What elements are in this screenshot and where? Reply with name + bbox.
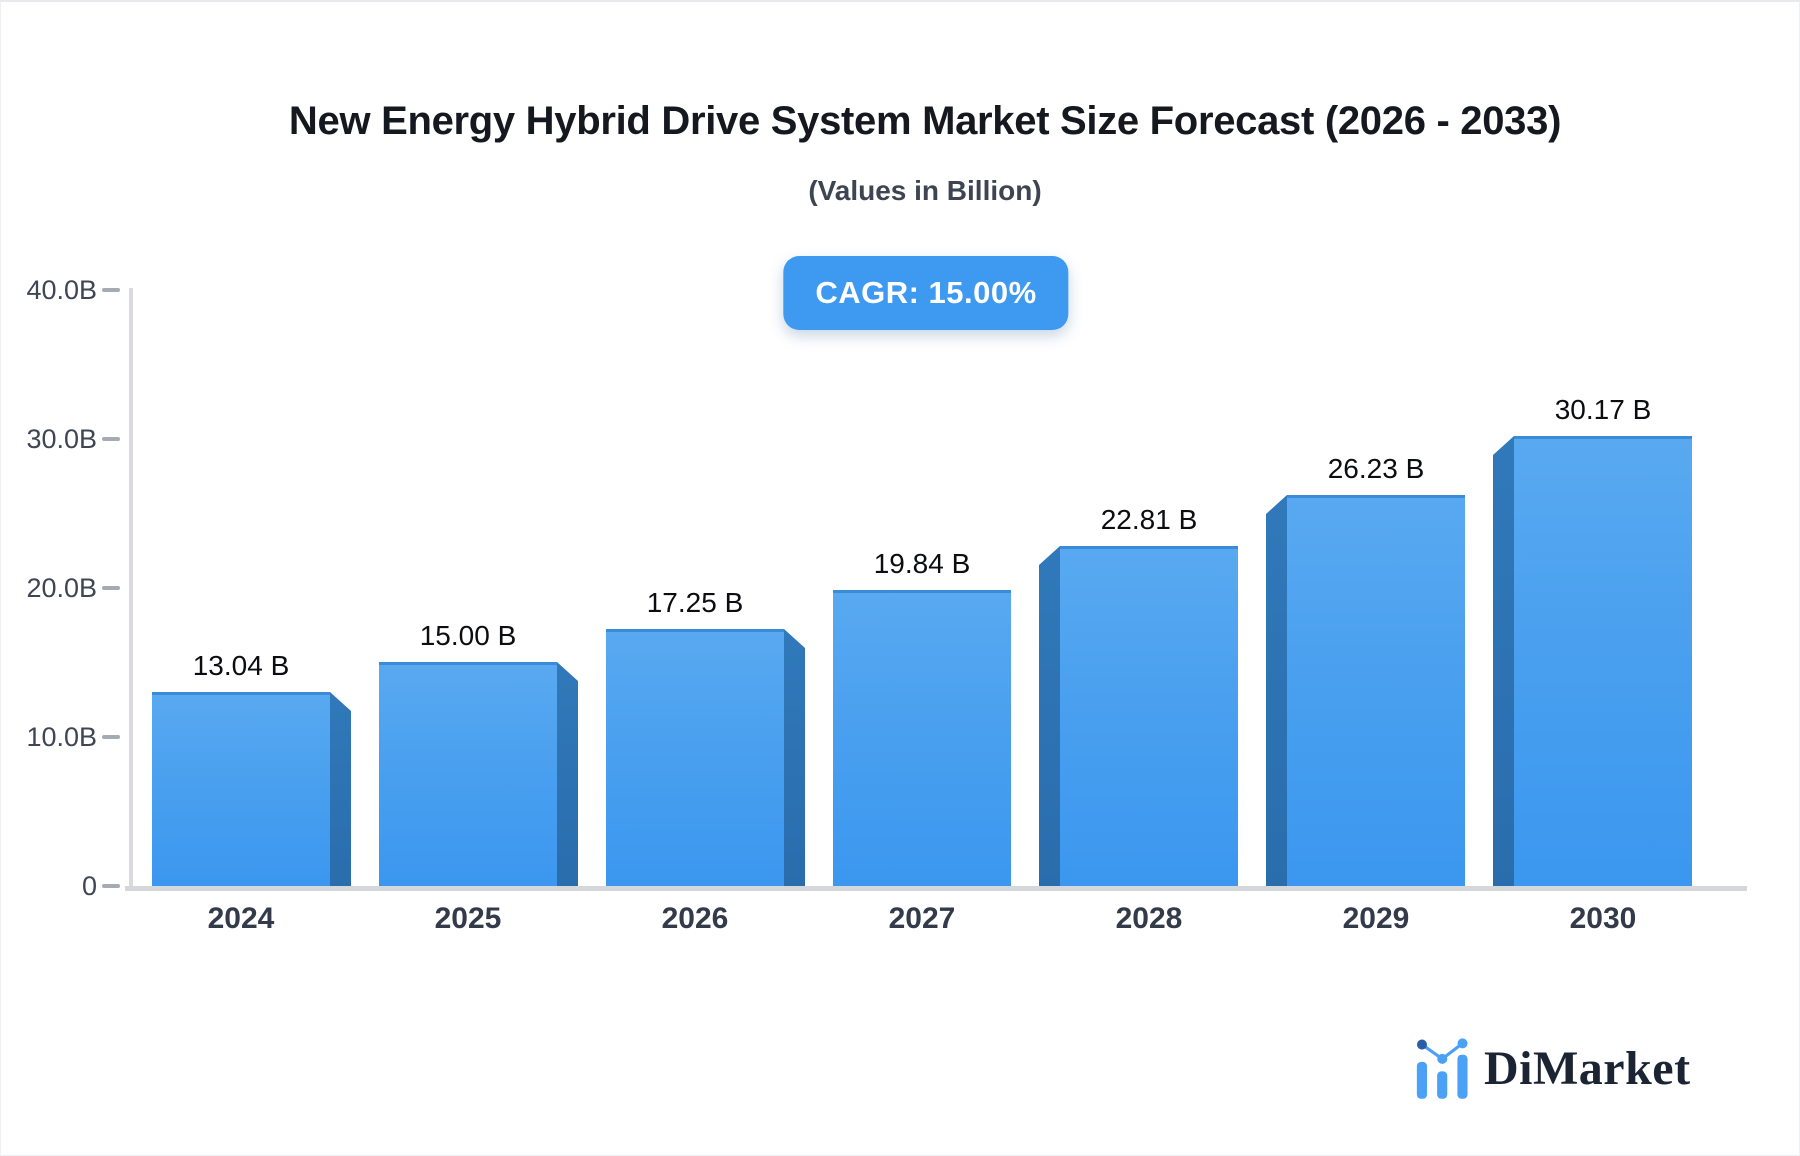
y-tick-label: 40.0B (26, 275, 97, 305)
bar-2028 (1060, 546, 1238, 886)
cagr-badge: CAGR: 15.00% (783, 256, 1069, 330)
logo-bar-chart-icon (1416, 1038, 1468, 1099)
y-tick-mark (102, 735, 120, 739)
bar-2030 (1514, 436, 1692, 886)
bar-side-2024 (330, 692, 351, 886)
bar-side-2026 (784, 629, 805, 886)
x-tick-label-2027: 2027 (888, 902, 956, 935)
x-tick-label-2025: 2025 (434, 902, 502, 935)
cagr-badge-label: CAGR: 15.00% (815, 275, 1037, 310)
x-axis-line (125, 886, 1747, 891)
bar-value-label-2025: 15.00 B (419, 620, 517, 651)
x-tick-label-2029: 2029 (1342, 902, 1410, 935)
dimarket-logo-text: DiMarket (1484, 1042, 1691, 1095)
y-tick-label: 0 (81, 871, 97, 901)
bar-2024 (152, 692, 330, 886)
x-tick-label-2026: 2026 (661, 902, 729, 935)
chart-subtitle: (Values in Billion) (808, 175, 1042, 206)
y-tick-mark (102, 586, 120, 590)
bar-value-label-2028: 22.81 B (1100, 504, 1198, 535)
bar-2029 (1287, 495, 1465, 886)
bar-side-2029 (1266, 495, 1287, 886)
x-tick-label-2028: 2028 (1115, 902, 1183, 935)
y-tick-label: 30.0B (26, 424, 97, 454)
bar-value-label-2027: 19.84 B (873, 548, 971, 579)
bar-2026 (606, 629, 784, 886)
y-tick-label: 20.0B (26, 573, 97, 603)
y-tick-mark (102, 437, 120, 441)
x-tick-label-2030: 2030 (1569, 902, 1637, 935)
bar-side-2028 (1039, 546, 1060, 886)
chart-title: New Energy Hybrid Drive System Market Si… (288, 99, 1562, 143)
bar-value-label-2024: 13.04 B (192, 650, 290, 681)
bar-value-label-2026: 17.25 B (646, 587, 744, 618)
bar-value-label-2029: 26.23 B (1327, 453, 1425, 484)
bar-side-2025 (557, 662, 578, 886)
bar-2025 (379, 662, 557, 886)
y-axis-line (129, 288, 133, 888)
x-tick-label-2024: 2024 (207, 902, 275, 935)
y-tick-label: 10.0B (26, 722, 97, 752)
bar-2027 (833, 590, 1011, 886)
bar-side-2030 (1493, 436, 1514, 886)
bar-value-label-2030: 30.17 B (1554, 394, 1652, 425)
y-tick-mark (102, 288, 120, 292)
dimarket-logo: DiMarket (1415, 1038, 1691, 1100)
y-tick-mark (102, 884, 120, 888)
